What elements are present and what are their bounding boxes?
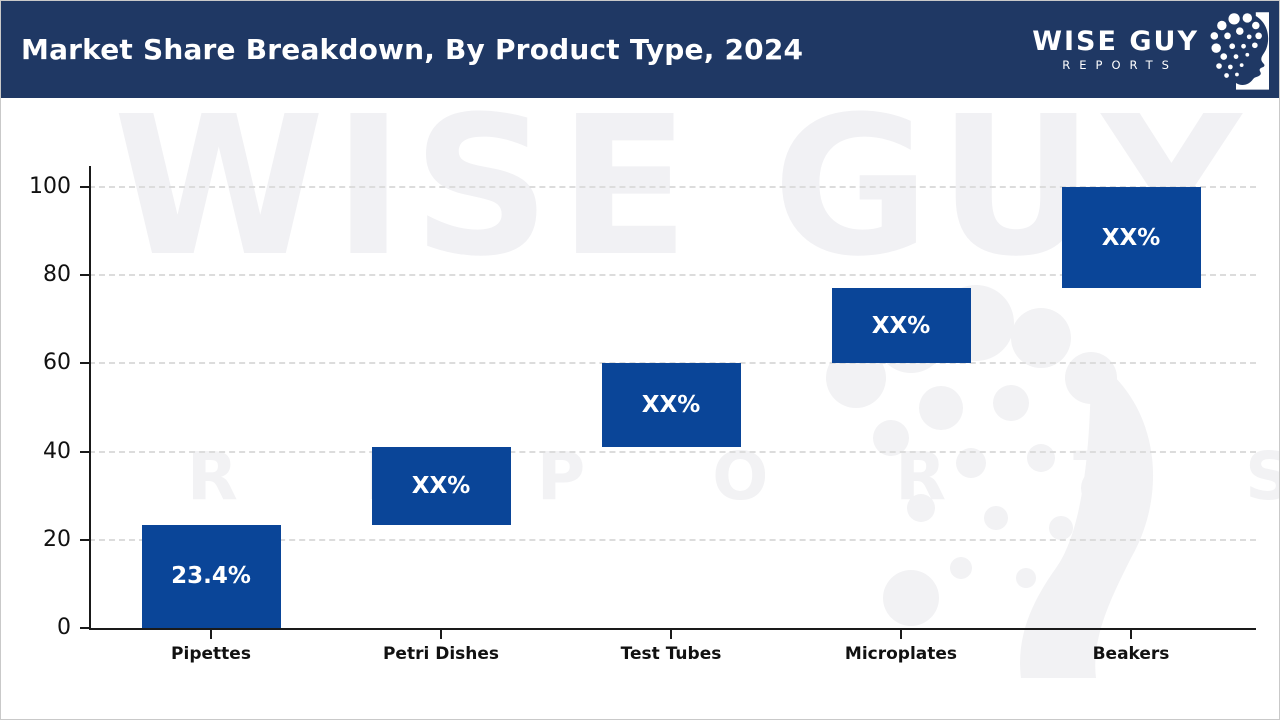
page-title: Market Share Breakdown, By Product Type,… xyxy=(21,33,804,66)
bar-value-label: XX% xyxy=(411,472,471,499)
y-tick-mark xyxy=(80,627,89,629)
x-tick-mark xyxy=(1130,630,1132,639)
x-tick-mark xyxy=(440,630,442,639)
y-tick-label: 40 xyxy=(43,438,71,464)
y-tick-label: 0 xyxy=(57,615,71,640)
bar-value-label: XX% xyxy=(1101,224,1161,251)
y-axis-spine xyxy=(89,166,91,630)
y-tick-label: 80 xyxy=(43,262,71,288)
y-tick-label: 60 xyxy=(43,350,71,376)
grid-line xyxy=(89,186,1256,188)
logo-wordmark: WISE GUY REPORTS xyxy=(1032,28,1199,72)
grid-line xyxy=(89,450,1256,453)
x-tick-mark xyxy=(670,630,672,639)
bar: XX% xyxy=(831,288,971,364)
y-tick-mark xyxy=(80,450,89,453)
x-category-label: Microplates xyxy=(844,644,958,664)
y-tick-label: 20 xyxy=(43,526,71,552)
x-category-label: Test Tubes xyxy=(620,644,722,664)
y-tick-label: 100 xyxy=(29,174,71,199)
x-category-label: Petri Dishes xyxy=(382,644,500,664)
y-tick-mark xyxy=(80,186,89,188)
x-tick-mark xyxy=(900,630,902,639)
header: Market Share Breakdown, By Product Type,… xyxy=(1,1,1279,98)
bar: XX% xyxy=(371,447,511,525)
x-tick-mark xyxy=(210,630,212,639)
grid-line xyxy=(89,538,1256,541)
waterfall-chart: WISE GUY R E P O R T S 0 20 40 60 80 100 23.4%… xyxy=(1,76,1279,719)
head-profile-icon xyxy=(1210,11,1269,90)
y-tick-mark xyxy=(80,274,89,277)
bar-value-label: XX% xyxy=(641,392,701,419)
y-tick-mark xyxy=(80,538,89,541)
y-tick-mark xyxy=(80,362,89,365)
bar: XX% xyxy=(601,363,741,448)
x-category-label: Pipettes xyxy=(171,644,251,664)
x-category-label: Beakers xyxy=(1092,644,1170,664)
bar: 23.4% xyxy=(141,524,281,628)
logo-line1: WISE GUY xyxy=(1032,25,1199,57)
wiseguy-logo: WISE GUY REPORTS xyxy=(1032,9,1271,91)
bar-value-label: XX% xyxy=(871,312,931,339)
bar: XX% xyxy=(1061,187,1201,289)
logo-line2: REPORTS xyxy=(1062,57,1178,72)
grid-line xyxy=(89,274,1256,277)
x-axis-spine xyxy=(89,628,1256,630)
bar-value-label: 23.4% xyxy=(171,563,251,590)
